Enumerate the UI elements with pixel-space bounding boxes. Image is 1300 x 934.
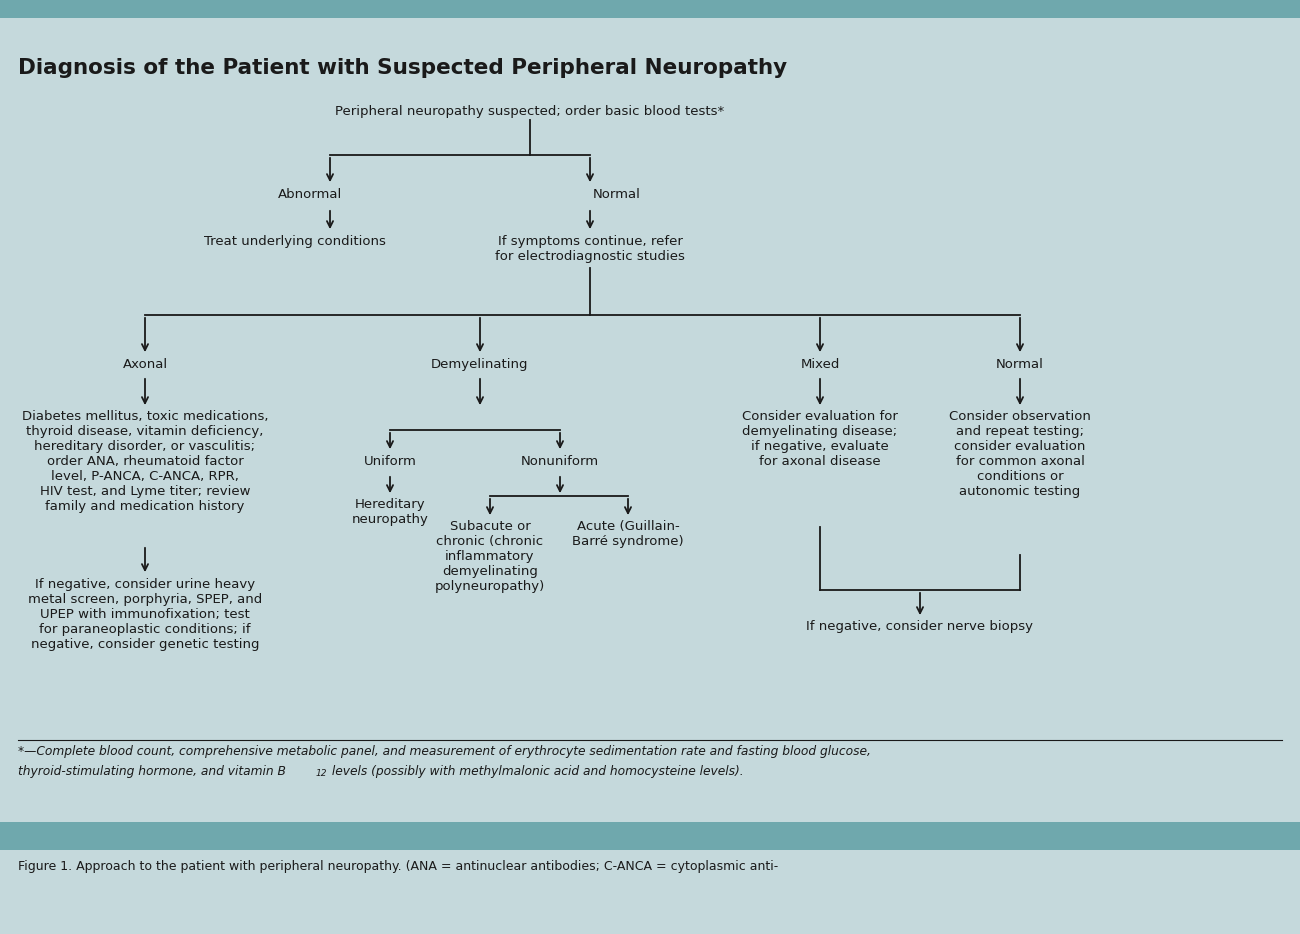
Text: Acute (Guillain-
Barré syndrome): Acute (Guillain- Barré syndrome)	[572, 520, 684, 548]
Text: Nonuniform: Nonuniform	[521, 455, 599, 468]
Text: Abnormal: Abnormal	[278, 188, 342, 201]
Text: Peripheral neuropathy suspected; order basic blood tests*: Peripheral neuropathy suspected; order b…	[335, 105, 724, 118]
Text: levels (possibly with methylmalonic acid and homocysteine levels).: levels (possibly with methylmalonic acid…	[328, 765, 744, 778]
Text: Figure 1. Approach to the patient with peripheral neuropathy. (ANA = antinuclear: Figure 1. Approach to the patient with p…	[18, 860, 779, 873]
Text: Normal: Normal	[593, 188, 641, 201]
Text: *—Complete blood count, comprehensive metabolic panel, and measurement of erythr: *—Complete blood count, comprehensive me…	[18, 745, 871, 758]
Text: 12: 12	[316, 769, 328, 778]
Text: Consider evaluation for
demyelinating disease;
if negative, evaluate
for axonal : Consider evaluation for demyelinating di…	[742, 410, 898, 468]
Text: Diabetes mellitus, toxic medications,
thyroid disease, vitamin deficiency,
hered: Diabetes mellitus, toxic medications, th…	[22, 410, 268, 513]
Text: Uniform: Uniform	[364, 455, 416, 468]
Text: Normal: Normal	[996, 358, 1044, 371]
Text: Treat underlying conditions: Treat underlying conditions	[204, 235, 386, 248]
Bar	[0, 0, 1300, 18]
Text: If negative, consider urine heavy
metal screen, porphyria, SPEP, and
UPEP with i: If negative, consider urine heavy metal …	[27, 578, 263, 651]
Text: Demyelinating: Demyelinating	[432, 358, 529, 371]
Text: If negative, consider nerve biopsy: If negative, consider nerve biopsy	[806, 620, 1034, 633]
Text: thyroid-stimulating hormone, and vitamin B: thyroid-stimulating hormone, and vitamin…	[18, 765, 286, 778]
Bar	[0, 822, 1300, 850]
Text: Subacute or
chronic (chronic
inflammatory
demyelinating
polyneuropathy): Subacute or chronic (chronic inflammator…	[436, 520, 545, 593]
Text: Consider observation
and repeat testing;
consider evaluation
for common axonal
c: Consider observation and repeat testing;…	[949, 410, 1091, 498]
Text: Hereditary
neuropathy: Hereditary neuropathy	[351, 498, 429, 526]
Text: If symptoms continue, refer
for electrodiagnostic studies: If symptoms continue, refer for electrod…	[495, 235, 685, 263]
Text: Mixed: Mixed	[801, 358, 840, 371]
Text: Diagnosis of the Patient with Suspected Peripheral Neuropathy: Diagnosis of the Patient with Suspected …	[18, 58, 786, 78]
Text: Axonal: Axonal	[122, 358, 168, 371]
